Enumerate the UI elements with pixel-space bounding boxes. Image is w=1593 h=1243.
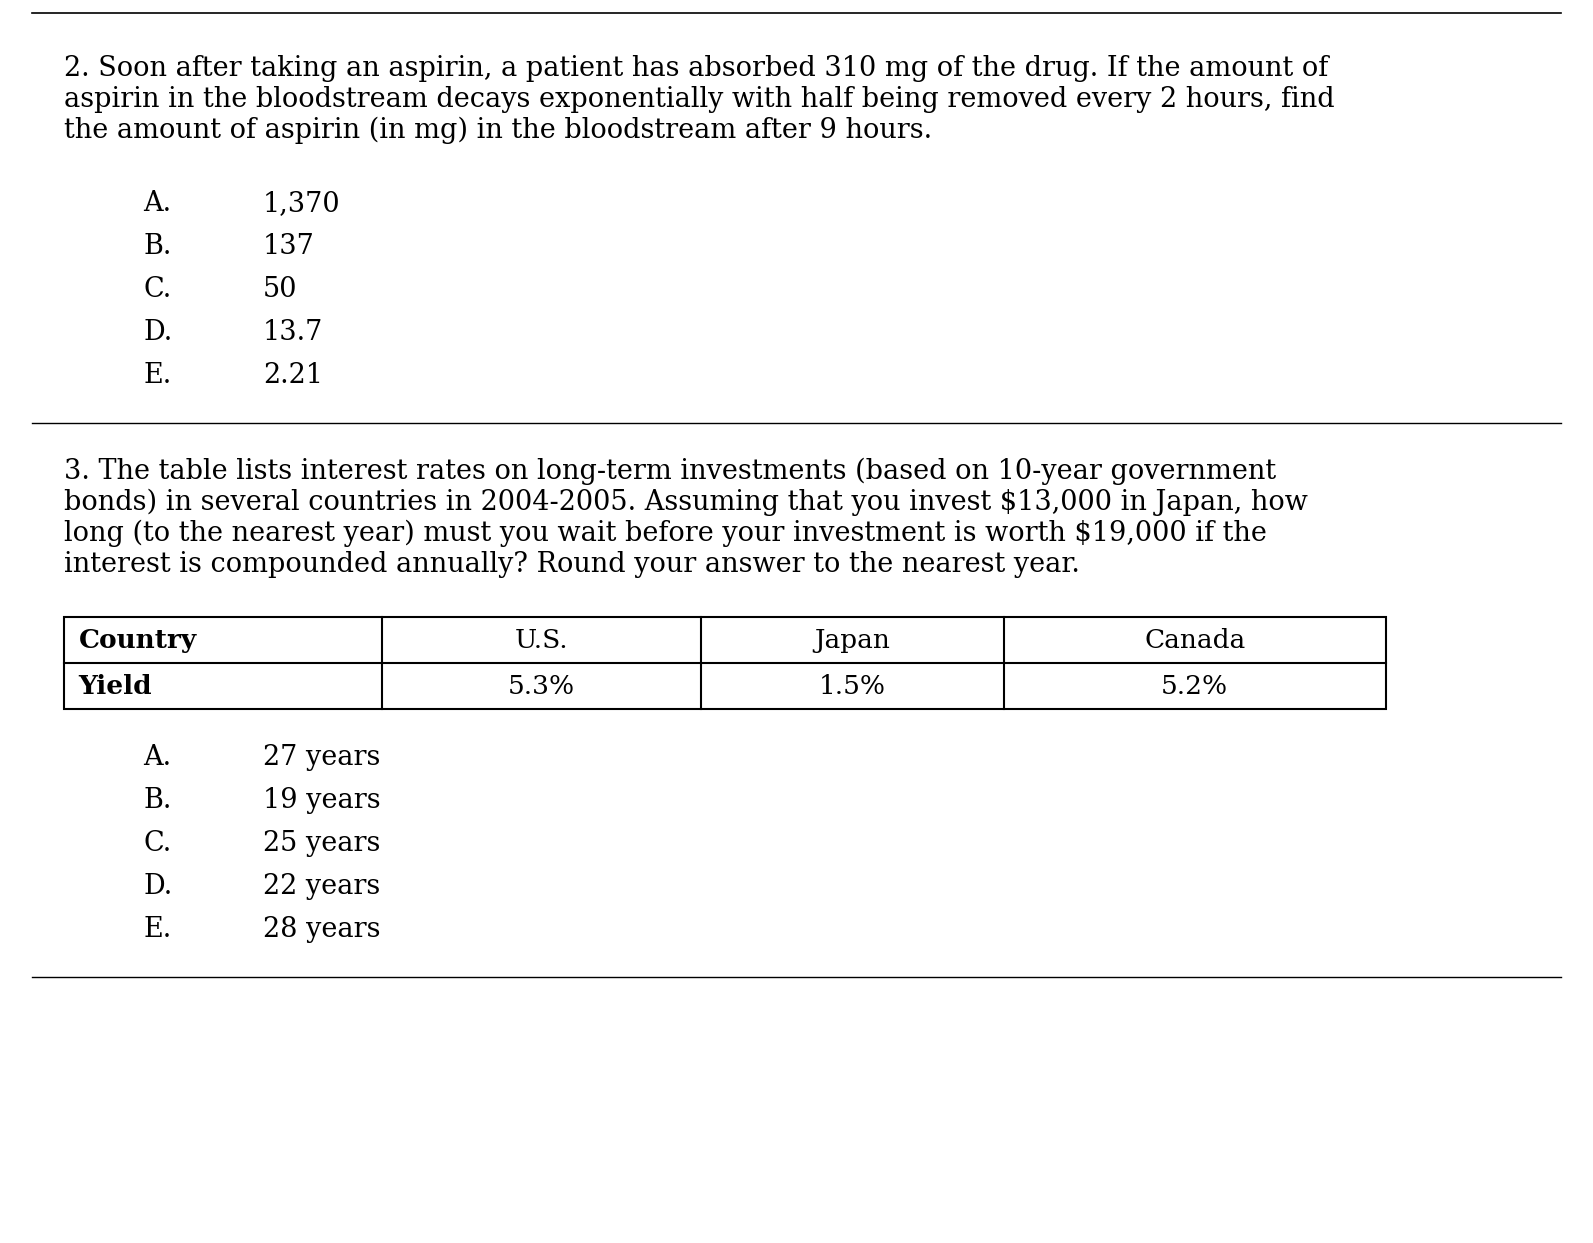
Text: 5.2%: 5.2% — [1161, 674, 1228, 699]
Text: 1.5%: 1.5% — [819, 674, 886, 699]
Text: D.: D. — [143, 319, 172, 346]
Text: 22 years: 22 years — [263, 873, 381, 900]
Text: bonds) in several countries in 2004-2005. Assuming that you invest $13,000 in Ja: bonds) in several countries in 2004-2005… — [64, 488, 1308, 516]
Text: 13.7: 13.7 — [263, 319, 323, 346]
Text: E.: E. — [143, 916, 172, 943]
Text: A.: A. — [143, 745, 172, 771]
Text: 25 years: 25 years — [263, 830, 381, 856]
Text: 50: 50 — [263, 276, 298, 303]
Text: 5.3%: 5.3% — [508, 674, 575, 699]
Text: interest is compounded annually? Round your answer to the nearest year.: interest is compounded annually? Round y… — [64, 551, 1080, 578]
Text: B.: B. — [143, 232, 172, 260]
Text: the amount of aspirin (in mg) in the bloodstream after 9 hours.: the amount of aspirin (in mg) in the blo… — [64, 117, 932, 144]
Text: U.S.: U.S. — [515, 628, 569, 653]
Text: 1,370: 1,370 — [263, 190, 341, 218]
Text: 28 years: 28 years — [263, 916, 381, 943]
Text: 27 years: 27 years — [263, 745, 381, 771]
Text: 19 years: 19 years — [263, 787, 381, 814]
Text: Japan: Japan — [814, 628, 890, 653]
Text: 2.21: 2.21 — [263, 362, 323, 389]
Text: D.: D. — [143, 873, 172, 900]
Text: 3. The table lists interest rates on long-term investments (based on 10-year gov: 3. The table lists interest rates on lon… — [64, 457, 1276, 485]
Text: Canada: Canada — [1144, 628, 1246, 653]
Text: long (to the nearest year) must you wait before your investment is worth $19,000: long (to the nearest year) must you wait… — [64, 520, 1266, 547]
Text: 137: 137 — [263, 232, 315, 260]
Text: Country: Country — [78, 628, 198, 653]
Text: A.: A. — [143, 190, 172, 218]
Text: C.: C. — [143, 830, 172, 856]
Text: aspirin in the bloodstream decays exponentially with half being removed every 2 : aspirin in the bloodstream decays expone… — [64, 86, 1335, 113]
Text: E.: E. — [143, 362, 172, 389]
Bar — [64, 617, 1386, 709]
Text: Yield: Yield — [78, 674, 153, 699]
Text: C.: C. — [143, 276, 172, 303]
Text: 2. Soon after taking an aspirin, a patient has absorbed 310 mg of the drug. If t: 2. Soon after taking an aspirin, a patie… — [64, 55, 1329, 82]
Text: B.: B. — [143, 787, 172, 814]
